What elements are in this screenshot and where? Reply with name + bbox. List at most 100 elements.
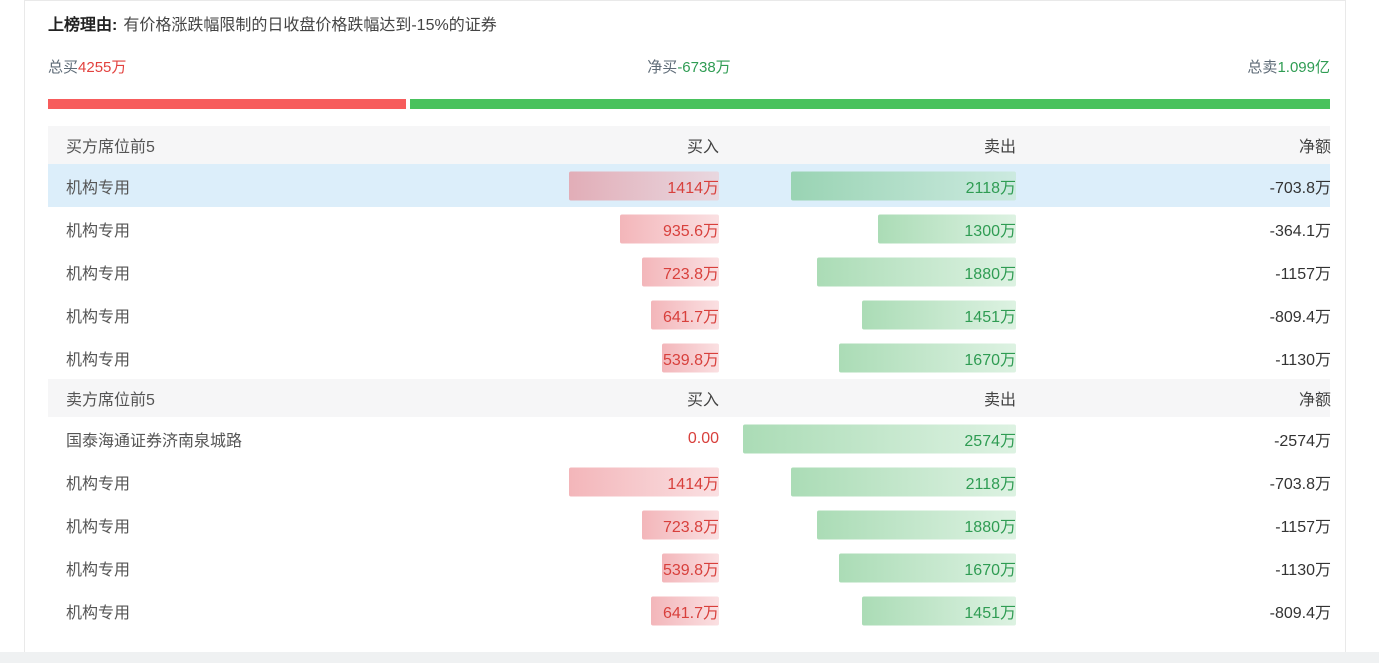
seat-name: 机构专用 [66, 561, 131, 579]
net-amount: -1157万 [1275, 265, 1331, 283]
seat-name: 机构专用 [66, 351, 131, 369]
buy-cell: 1414万 [389, 164, 719, 207]
buy-amount-bar [620, 214, 719, 243]
buy-cell: 1414万 [389, 460, 719, 503]
total-sell-value: 1.099亿 [1277, 58, 1330, 76]
buy-cell: 539.8万 [389, 336, 719, 379]
sell-cell: 2574万 [719, 417, 1016, 460]
seat-row[interactable]: 机构专用 539.8万 1670万 -1130万 [48, 546, 1331, 589]
sell-amount: 1451万 [964, 308, 1016, 326]
seat-row[interactable]: 国泰海通证券济南泉城路 0.00 2574万 -2574万 [48, 417, 1331, 460]
buy-amount-bar [662, 343, 719, 372]
seats-table: 买方席位前5 买入 卖出 净额 机构专用 1414万 2118万 -703.8万… [48, 126, 1331, 632]
sell-amount: 2118万 [965, 179, 1016, 197]
seat-row[interactable]: 机构专用 1414万 2118万 -703.8万 [48, 460, 1331, 503]
section-title: 卖方席位前5 [66, 392, 155, 409]
buy-cell: 935.6万 [389, 207, 719, 250]
net-buy-label: 净买 [647, 58, 678, 76]
total-buy: 总买4255万 [48, 56, 475, 77]
seat-row[interactable]: 机构专用 641.7万 1451万 -809.4万 [48, 589, 1331, 632]
column-header-sell: 卖出 [983, 139, 1016, 156]
seat-name: 机构专用 [66, 518, 131, 536]
net-amount: -703.8万 [1269, 475, 1331, 493]
sell-amount: 1300万 [964, 222, 1016, 240]
sell-cell: 1670万 [719, 336, 1016, 379]
buy-amount: 723.8万 [662, 518, 719, 536]
buy-amount: 641.7万 [662, 308, 719, 326]
sell-cell: 1880万 [719, 250, 1016, 293]
buy-sell-summary: 总买4255万 净买-6738万 总卖1.099亿 [48, 55, 1330, 77]
sell-amount-bar [817, 510, 1016, 539]
sell-amount-bar [862, 300, 1016, 329]
net-buy-value: -6738万 [677, 58, 731, 76]
page-bottom-strip [0, 652, 1379, 663]
lhb-detail-panel: 上榜理由: 有价格涨跌幅限制的日收盘价格跌幅达到-15%的证券 总买4255万 净… [24, 0, 1346, 652]
sell-amount: 2574万 [964, 432, 1016, 450]
buy-amount-bar [642, 257, 719, 286]
sell-amount-bar [839, 343, 1016, 372]
buy-cell: 641.7万 [389, 589, 719, 632]
section-title: 买方席位前5 [66, 139, 155, 156]
column-header-net: 净额 [1298, 392, 1331, 409]
seat-row[interactable]: 机构专用 1414万 2118万 -703.8万 [48, 164, 1331, 207]
sell-amount: 1670万 [964, 351, 1016, 369]
column-header-net: 净额 [1298, 139, 1331, 156]
total-sell-label: 总卖 [1247, 58, 1278, 76]
section-header-row: 卖方席位前5 买入 卖出 净额 [48, 379, 1331, 417]
sell-amount-bar [839, 553, 1016, 582]
buy-amount-bar [642, 510, 719, 539]
sell-cell: 1880万 [719, 503, 1016, 546]
total-sell: 总卖1.099亿 [903, 56, 1330, 77]
sell-cell: 1670万 [719, 546, 1016, 589]
listing-reason-text: 有价格涨跌幅限制的日收盘价格跌幅达到-15%的证券 [123, 17, 497, 34]
total-buy-value: 4255万 [78, 58, 127, 76]
sell-amount: 1880万 [964, 518, 1016, 536]
sell-amount-bar [791, 467, 1016, 496]
sell-amount: 2118万 [965, 475, 1016, 493]
buy-amount-bar [569, 467, 719, 496]
seat-name: 机构专用 [66, 475, 131, 493]
seat-row[interactable]: 机构专用 935.6万 1300万 -364.1万 [48, 207, 1331, 250]
section-header-row: 买方席位前5 买入 卖出 净额 [48, 126, 1331, 164]
table-section: 卖方席位前5 买入 卖出 净额 国泰海通证券济南泉城路 0.00 2574万 -… [48, 379, 1331, 632]
table-section: 买方席位前5 买入 卖出 净额 机构专用 1414万 2118万 -703.8万… [48, 126, 1331, 379]
buy-amount: 1414万 [667, 475, 719, 493]
seat-name: 国泰海通证券济南泉城路 [66, 432, 243, 450]
net-amount: -1157万 [1275, 518, 1331, 536]
seat-row[interactable]: 机构专用 723.8万 1880万 -1157万 [48, 503, 1331, 546]
buy-sell-ratio-bar [48, 99, 1330, 109]
total-buy-label: 总买 [48, 58, 79, 76]
sell-amount-bar [791, 171, 1016, 200]
buy-amount: 935.6万 [662, 222, 719, 240]
net-buy: 净买-6738万 [475, 56, 902, 77]
buy-amount: 723.8万 [662, 265, 719, 283]
buy-amount-bar [662, 553, 719, 582]
buy-amount: 641.7万 [662, 604, 719, 622]
seat-name: 机构专用 [66, 604, 131, 622]
sell-amount: 1880万 [964, 265, 1016, 283]
sell-cell: 1451万 [719, 589, 1016, 632]
net-amount: -2574万 [1274, 432, 1331, 450]
seat-name: 机构专用 [66, 222, 131, 240]
seat-name: 机构专用 [66, 179, 131, 197]
column-header-sell: 卖出 [983, 392, 1016, 409]
seat-row[interactable]: 机构专用 723.8万 1880万 -1157万 [48, 250, 1331, 293]
listing-reason: 上榜理由: 有价格涨跌幅限制的日收盘价格跌幅达到-15%的证券 [48, 15, 1330, 37]
seat-row[interactable]: 机构专用 641.7万 1451万 -809.4万 [48, 293, 1331, 336]
net-amount: -1130万 [1275, 351, 1331, 369]
buy-ratio-segment [48, 99, 406, 109]
ratio-gap [405, 99, 410, 109]
buy-cell: 0.00 [389, 417, 719, 460]
sell-amount-bar [878, 214, 1016, 243]
listing-reason-label: 上榜理由: [48, 17, 118, 34]
sell-cell: 2118万 [719, 164, 1016, 207]
sell-amount-bar [817, 257, 1016, 286]
buy-amount: 0.00 [687, 429, 719, 447]
buy-cell: 723.8万 [389, 503, 719, 546]
net-amount: -809.4万 [1269, 604, 1331, 622]
buy-cell: 641.7万 [389, 293, 719, 336]
sell-amount-bar [862, 596, 1016, 625]
seat-row[interactable]: 机构专用 539.8万 1670万 -1130万 [48, 336, 1331, 379]
column-header-buy: 买入 [686, 392, 719, 409]
net-amount: -809.4万 [1269, 308, 1331, 326]
